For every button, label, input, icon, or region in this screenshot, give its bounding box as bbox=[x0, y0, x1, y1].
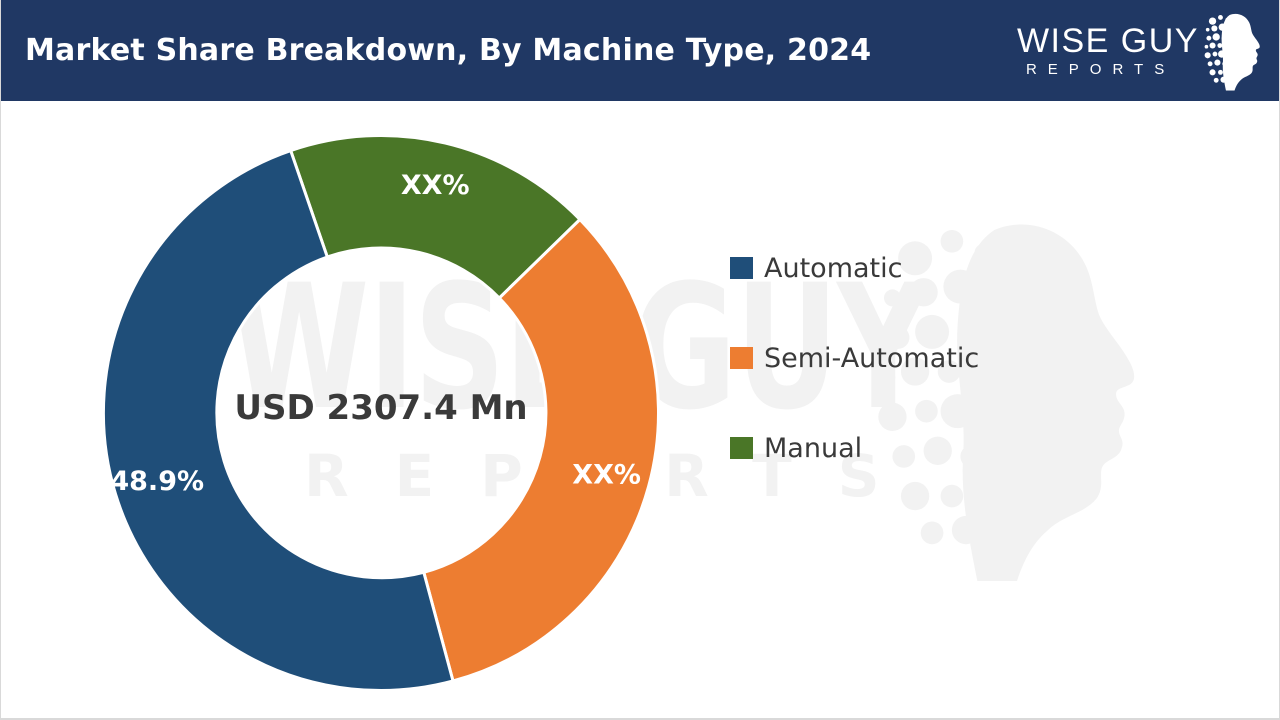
wiseguy-face-icon bbox=[1204, 11, 1265, 91]
legend-swatch-icon bbox=[730, 347, 753, 369]
legend-label: Automatic bbox=[764, 252, 903, 284]
chart-legend: Automatic Semi-Automatic Manual bbox=[730, 252, 979, 522]
legend-swatch-icon bbox=[730, 437, 753, 459]
wiseguy-logo: WISE GUY REPORTS bbox=[1017, 11, 1265, 91]
legend-item-automatic: Automatic bbox=[730, 252, 979, 284]
legend-swatch-icon bbox=[730, 257, 753, 279]
legend-label: Manual bbox=[764, 432, 863, 464]
legend-item-semi-automatic: Semi-Automatic bbox=[730, 342, 979, 374]
slice-value-label-semi-automatic: XX% bbox=[572, 460, 641, 491]
wiseguy-logo-text: WISE GUY REPORTS bbox=[1017, 24, 1199, 77]
donut-slice-semi-automatic bbox=[421, 217, 660, 683]
donut-slice-manual bbox=[288, 134, 583, 301]
slice-value-label-automatic: 48.9% bbox=[110, 466, 204, 497]
donut-slice-labels: XX% XX% 48.9% bbox=[110, 170, 641, 497]
donut-slices bbox=[101, 134, 660, 692]
legend-label: Semi-Automatic bbox=[764, 342, 980, 374]
slice-value-label-manual: XX% bbox=[401, 170, 470, 201]
legend-item-manual: Manual bbox=[730, 432, 979, 464]
logo-wiseguy-label: WISE GUY bbox=[1016, 22, 1199, 60]
donut-center-value: USD 2307.4 Mn bbox=[234, 388, 527, 428]
logo-reports-label: REPORTS bbox=[1025, 61, 1176, 78]
donut-slice-automatic bbox=[101, 148, 455, 692]
header-banner: Market Share Breakdown, By Machine Type,… bbox=[1, 0, 1279, 101]
page-title: Market Share Breakdown, By Machine Type,… bbox=[25, 33, 872, 68]
